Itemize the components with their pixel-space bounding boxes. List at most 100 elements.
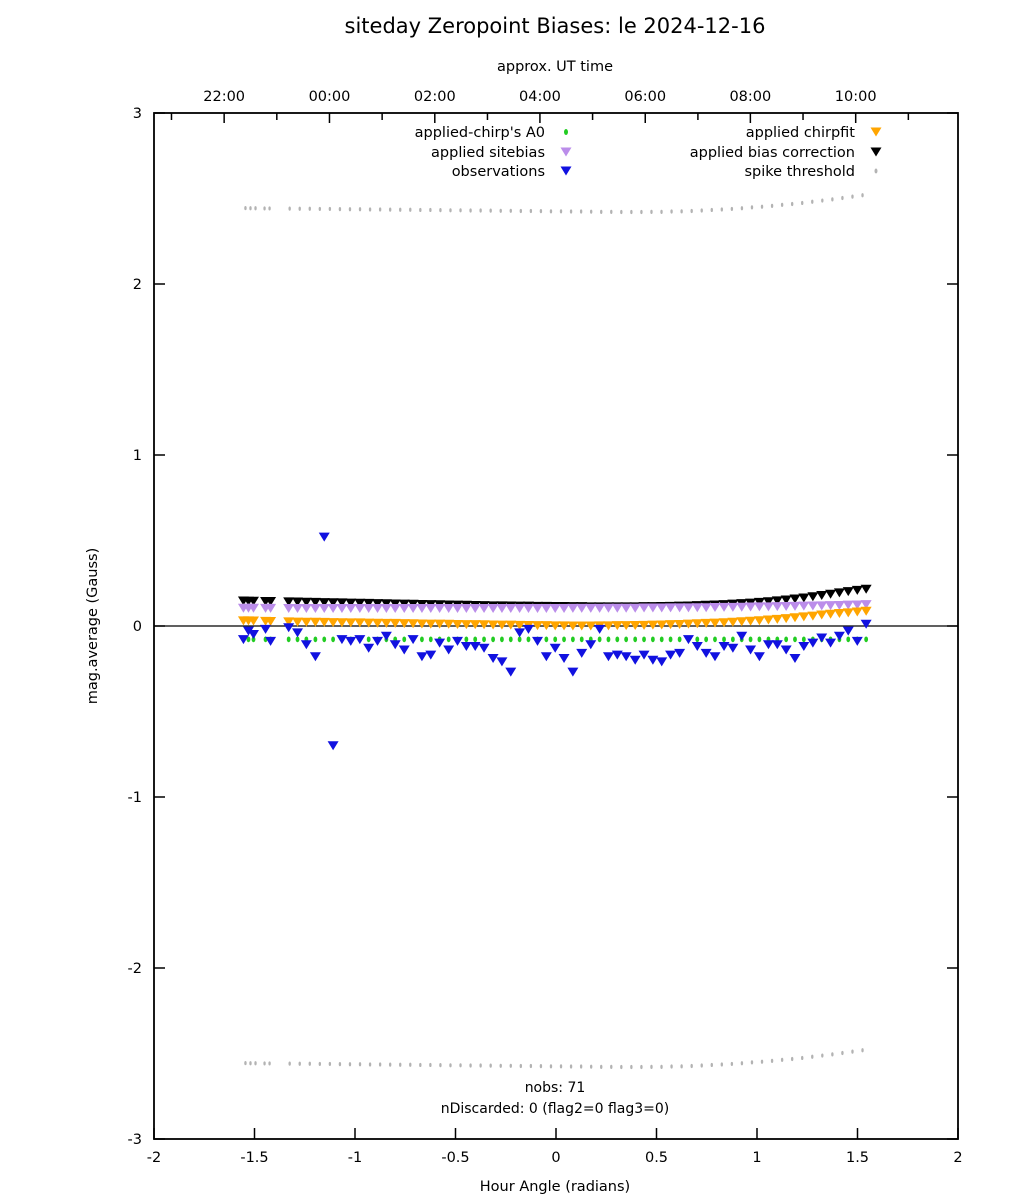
marker-small-dot — [700, 208, 703, 213]
marker-small-dot — [439, 1063, 442, 1068]
marker-triangle — [700, 603, 712, 613]
marker-triangle — [638, 620, 650, 630]
marker-dot — [633, 636, 638, 643]
marker-small-dot — [399, 207, 402, 212]
marker-triangle — [318, 598, 330, 608]
marker-triangle — [309, 597, 321, 607]
marker-small-dot — [690, 208, 693, 214]
marker-small-dot — [750, 1060, 754, 1065]
marker-triangle — [771, 602, 783, 612]
marker-small-dot — [600, 209, 603, 214]
ndiscarded-annotation: nDiscarded: 0 (flag2=0 flag3=0) — [441, 1101, 670, 1117]
marker-triangle — [780, 595, 792, 605]
marker-triangle — [567, 603, 579, 613]
tick-label: 1 — [133, 448, 142, 464]
legend-marker-chirpfit-triangle-icon — [870, 127, 882, 137]
marker-small-dot — [620, 209, 623, 215]
marker-triangle — [825, 601, 837, 611]
marker-small-dot — [298, 206, 301, 211]
marker-small-dot — [409, 207, 412, 212]
marker-triangle — [860, 619, 872, 629]
marker-small-dot — [620, 1064, 623, 1070]
marker-small-dot — [660, 1064, 663, 1069]
marker-dot — [704, 636, 709, 643]
marker-small-dot — [861, 193, 864, 198]
marker-small-dot — [559, 1064, 563, 1069]
marker-dot — [251, 636, 256, 643]
marker-small-dot — [569, 209, 573, 214]
marker-dot — [650, 636, 655, 643]
marker-triangle — [656, 620, 668, 630]
marker-small-dot — [378, 1062, 382, 1067]
marker-triangle — [807, 601, 819, 611]
marker-triangle — [549, 621, 561, 631]
marker-small-dot — [610, 209, 613, 214]
marker-dot — [428, 636, 433, 643]
marker-triangle — [336, 618, 348, 628]
marker-triangle — [674, 619, 686, 629]
marker-triangle — [318, 604, 330, 614]
marker-small-dot — [831, 1052, 834, 1057]
marker-triangle — [753, 652, 765, 662]
marker-triangle — [638, 603, 650, 613]
marker-triangle — [407, 604, 419, 614]
marker-triangle — [620, 603, 632, 613]
marker-triangle — [327, 741, 339, 751]
marker-small-dot — [298, 1061, 301, 1066]
marker-triangle — [487, 653, 499, 663]
marker-triangle — [594, 624, 606, 634]
marker-triangle — [327, 598, 339, 608]
marker-dot — [562, 636, 566, 643]
legend-label-spike-threshold: spike threshold — [745, 164, 856, 180]
marker-triangle — [709, 603, 721, 613]
marker-triangle — [718, 602, 730, 612]
marker-small-dot — [249, 206, 252, 211]
marker-small-dot — [760, 204, 764, 209]
marker-triangle — [798, 601, 810, 611]
marker-triangle — [665, 603, 677, 613]
marker-small-dot — [254, 206, 257, 211]
marker-small-dot — [288, 206, 291, 211]
marker-triangle — [629, 603, 641, 613]
marker-small-dot — [851, 194, 854, 199]
marker-dot — [793, 636, 797, 643]
marker-triangle — [292, 604, 304, 614]
tick-label: 1.5 — [846, 1150, 869, 1166]
series-applied-chirpfit — [237, 606, 872, 631]
marker-triangle — [380, 618, 392, 628]
marker-small-dot — [254, 1061, 257, 1066]
marker-triangle — [469, 604, 481, 614]
marker-triangle — [833, 609, 845, 619]
marker-triangle — [611, 603, 623, 613]
marker-dot — [695, 636, 700, 643]
marker-triangle — [460, 604, 472, 614]
marker-triangle — [540, 621, 552, 631]
marker-triangle — [247, 596, 259, 606]
marker-triangle — [620, 621, 632, 631]
marker-dot — [331, 636, 335, 643]
marker-small-dot — [841, 1050, 844, 1056]
marker-triangle — [380, 631, 392, 641]
marker-small-dot — [368, 1062, 372, 1067]
marker-triangle — [762, 640, 774, 650]
marker-triangle — [425, 650, 437, 660]
marker-triangle — [292, 597, 304, 607]
y-axis-label: mag.average (Gauss) — [85, 548, 101, 705]
marker-small-dot — [610, 1064, 613, 1069]
marker-triangle — [798, 612, 810, 622]
legend-label-bias-correction: applied bias correction — [690, 145, 855, 161]
marker-triangle — [647, 655, 659, 665]
marker-triangle — [762, 602, 774, 612]
marker-dot — [668, 636, 673, 643]
marker-triangle — [398, 645, 410, 655]
marker-triangle — [753, 616, 765, 626]
marker-small-dot — [338, 1062, 342, 1067]
marker-dot — [846, 636, 851, 643]
marker-triangle — [620, 652, 632, 662]
marker-triangle — [460, 620, 472, 630]
marker-triangle — [851, 607, 863, 617]
marker-small-dot — [348, 207, 352, 212]
marker-triangle — [745, 616, 757, 626]
marker-triangle — [727, 617, 739, 627]
